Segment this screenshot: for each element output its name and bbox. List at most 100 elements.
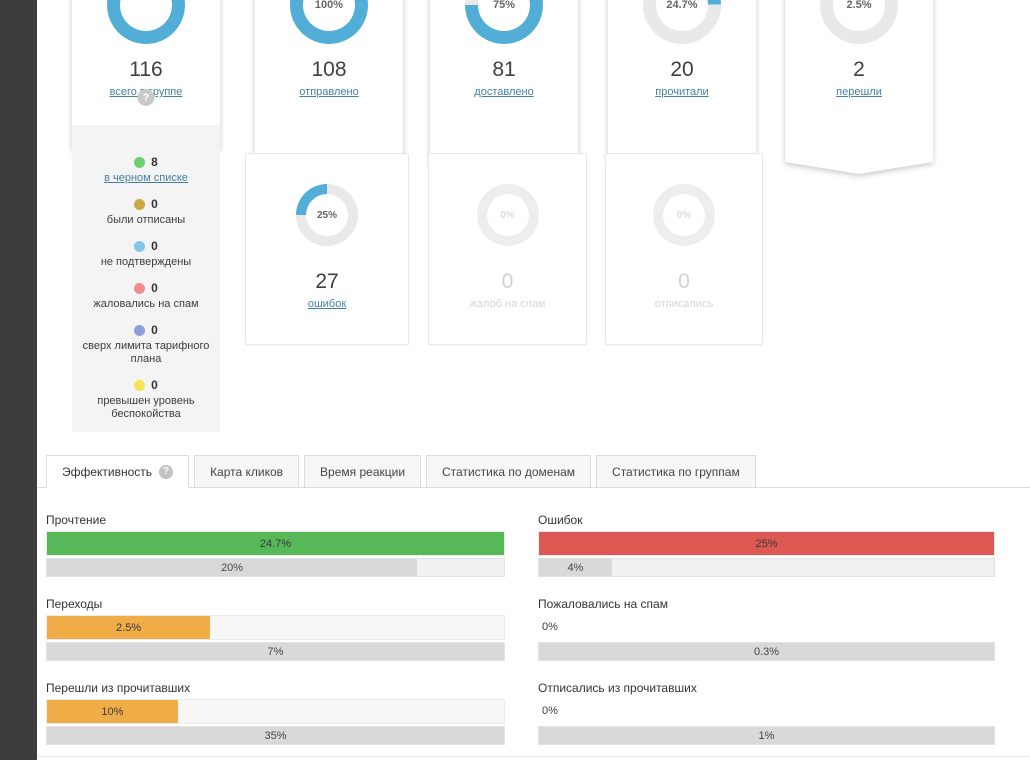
metric-average-value: 7% bbox=[267, 645, 284, 658]
metric-average-bar: 4% bbox=[538, 558, 995, 577]
tab-group-stats[interactable]: Статистика по группам bbox=[596, 455, 756, 488]
subscribers-legend-panel: ? 8 в черном списке 0 были отписаны 0 не подт… bbox=[72, 89, 220, 432]
app-sidebar bbox=[0, 0, 37, 760]
metric-average-bar: 0.3% bbox=[538, 642, 995, 661]
metric-average-bar: 20% bbox=[46, 558, 505, 577]
tab-domain-stats[interactable]: Статистика по доменам bbox=[426, 455, 592, 488]
metric-average-fill: 20% bbox=[47, 559, 418, 576]
metric-primary-value: 24.7% bbox=[259, 537, 292, 550]
stat-link[interactable]: доставлено bbox=[474, 86, 534, 98]
legend-dot-icon bbox=[134, 282, 146, 294]
metric-group: Переходы 2.5% 7% bbox=[46, 597, 505, 661]
metric-primary-value: 25% bbox=[755, 537, 778, 550]
metric-group: Перешли из прочитавших 10% 35% bbox=[46, 681, 505, 745]
metric-primary-bar: 0% bbox=[538, 699, 995, 724]
stat-link[interactable]: ошибок bbox=[307, 298, 347, 310]
stat-value: 116 bbox=[129, 58, 163, 81]
stat-card-body: 100% 108 отправлено bbox=[255, 0, 403, 174]
donut-percent-label: 75% bbox=[492, 0, 516, 11]
progress-donut: 0% bbox=[653, 184, 715, 246]
legend-item-header: 0 bbox=[72, 281, 220, 295]
stat-link[interactable]: отправлено bbox=[299, 86, 359, 98]
legend-item: 8 в черном списке bbox=[72, 155, 220, 185]
tab-label: Время реакции bbox=[320, 464, 406, 479]
stat-card-body: 24.7% 20 прочитали bbox=[608, 0, 756, 174]
legend-items: 8 в черном списке 0 были отписаны 0 не подтве… bbox=[72, 125, 220, 421]
metric-primary-value: 10% bbox=[101, 705, 124, 718]
metric-average-bar: 7% bbox=[46, 642, 505, 661]
metric-average-value: 4% bbox=[567, 561, 584, 574]
metric-primary-value: 0% bbox=[542, 621, 558, 633]
tab-label: Статистика по доменам bbox=[442, 464, 576, 479]
stat-card: 24.7% 20 прочитали bbox=[608, 0, 756, 138]
legend-value: 0 bbox=[151, 281, 158, 295]
legend-value: 0 bbox=[151, 239, 158, 253]
metrics-right: Ошибок 25% 4% Пожаловались на спам 0% 0.3% Отп… bbox=[538, 505, 995, 760]
tabs: Эффективность? Карта кликов Время реакции С… bbox=[46, 455, 756, 488]
secondary-stat-card: 0% 0 отписались bbox=[605, 153, 763, 345]
help-icon[interactable]: ? bbox=[159, 464, 174, 479]
metric-title: Пожаловались на спам bbox=[538, 597, 668, 611]
legend-value: 8 bbox=[151, 155, 158, 169]
stat-value: 27 bbox=[315, 270, 339, 293]
stat-link[interactable]: прочитали bbox=[655, 86, 709, 98]
stat-card: 75% 81 доставлено bbox=[430, 0, 578, 138]
metric-average-bar: 35% bbox=[46, 726, 505, 745]
bottom-divider bbox=[37, 756, 1030, 757]
legend-label: сверх лимита тарифного плана bbox=[82, 340, 210, 365]
tab-effectiveness[interactable]: Эффективность? bbox=[46, 455, 190, 488]
metric-group: Отписались из прочитавших 0% 1% bbox=[538, 681, 995, 745]
progress-donut: 75% bbox=[465, 0, 543, 44]
metric-primary-fill: 2.5% bbox=[47, 616, 211, 639]
metric-average-fill: 1% bbox=[539, 727, 994, 744]
donut-percent-label: 0% bbox=[500, 209, 515, 221]
progress-donut: 100% bbox=[290, 0, 368, 44]
tab-reaction-time[interactable]: Время реакции bbox=[304, 455, 422, 488]
metric-primary-value: 2.5% bbox=[116, 621, 142, 634]
metric-average-fill: 35% bbox=[47, 727, 504, 744]
legend-dot-icon bbox=[134, 324, 146, 336]
progress-donut: 2.5% bbox=[820, 0, 898, 44]
metric-group: Прочтение 24.7% 20% bbox=[46, 513, 505, 577]
legend-item-header: 0 bbox=[72, 239, 220, 253]
tab-label: Статистика по группам bbox=[612, 464, 740, 479]
metric-average-value: 0.3% bbox=[753, 645, 780, 658]
legend-dot-icon bbox=[134, 379, 146, 391]
help-icon[interactable]: ? bbox=[137, 89, 155, 106]
legend-item: 0 превышен уровень беспокойства bbox=[72, 378, 220, 421]
metric-average-value: 20% bbox=[221, 561, 244, 574]
donut-percent-label: 24.7% bbox=[666, 0, 698, 11]
metrics-left: Прочтение 24.7% 20% Переходы 2.5% 7% Перешли и… bbox=[46, 505, 505, 760]
legend-dot-icon bbox=[134, 240, 146, 252]
legend-value: 0 bbox=[151, 323, 158, 337]
metric-primary-fill: 25% bbox=[539, 532, 994, 555]
legend-label: превышен уровень беспокойства bbox=[97, 395, 195, 420]
stat-card-body: 75% 81 доставлено bbox=[430, 0, 578, 174]
donut-percent-label: 0% bbox=[676, 209, 692, 221]
progress-donut: 24.7% bbox=[643, 0, 721, 44]
metric-average-value: 35% bbox=[264, 729, 287, 742]
legend-dot-icon bbox=[134, 156, 146, 168]
progress-donut: 25% bbox=[296, 184, 358, 246]
legend-label[interactable]: в черном списке bbox=[104, 172, 188, 184]
legend-item-header: 8 bbox=[72, 155, 220, 169]
stat-value: 0 bbox=[678, 270, 690, 293]
metric-primary-value: 0% bbox=[542, 705, 558, 717]
metric-title: Переходы bbox=[46, 597, 103, 611]
metric-title: Отписались из прочитавших bbox=[538, 681, 697, 695]
metric-primary-bar: 24.7% bbox=[46, 531, 505, 556]
tab-click-map[interactable]: Карта кликов bbox=[194, 455, 300, 488]
stat-link[interactable]: перешли bbox=[836, 86, 882, 98]
legend-item: 0 сверх лимита тарифного плана bbox=[72, 323, 220, 366]
legend-item: 0 не подтверждены bbox=[72, 239, 220, 269]
progress-donut bbox=[107, 0, 185, 44]
legend-label: не подтверждены bbox=[100, 256, 192, 268]
metric-average-fill: 7% bbox=[47, 643, 504, 660]
stat-link: жалоб на спам bbox=[469, 298, 546, 310]
tab-label: Карта кликов bbox=[210, 464, 284, 479]
metric-group: Ошибок 25% 4% bbox=[538, 513, 995, 577]
metric-primary-bar: 10% bbox=[46, 699, 505, 724]
legend-value: 0 bbox=[151, 378, 158, 392]
legend-item: 0 жаловались на спам bbox=[72, 281, 220, 311]
